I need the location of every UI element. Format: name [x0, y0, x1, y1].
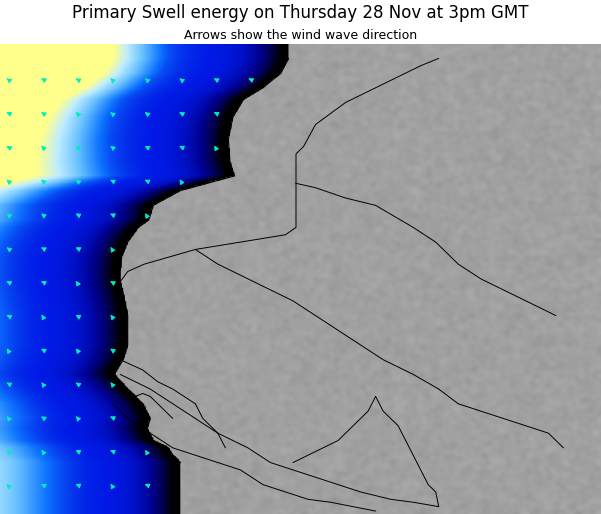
- Text: Primary Swell energy on Thursday 28 Nov at 3pm GMT: Primary Swell energy on Thursday 28 Nov …: [72, 4, 529, 22]
- Text: Arrows show the wind wave direction: Arrows show the wind wave direction: [184, 29, 417, 42]
